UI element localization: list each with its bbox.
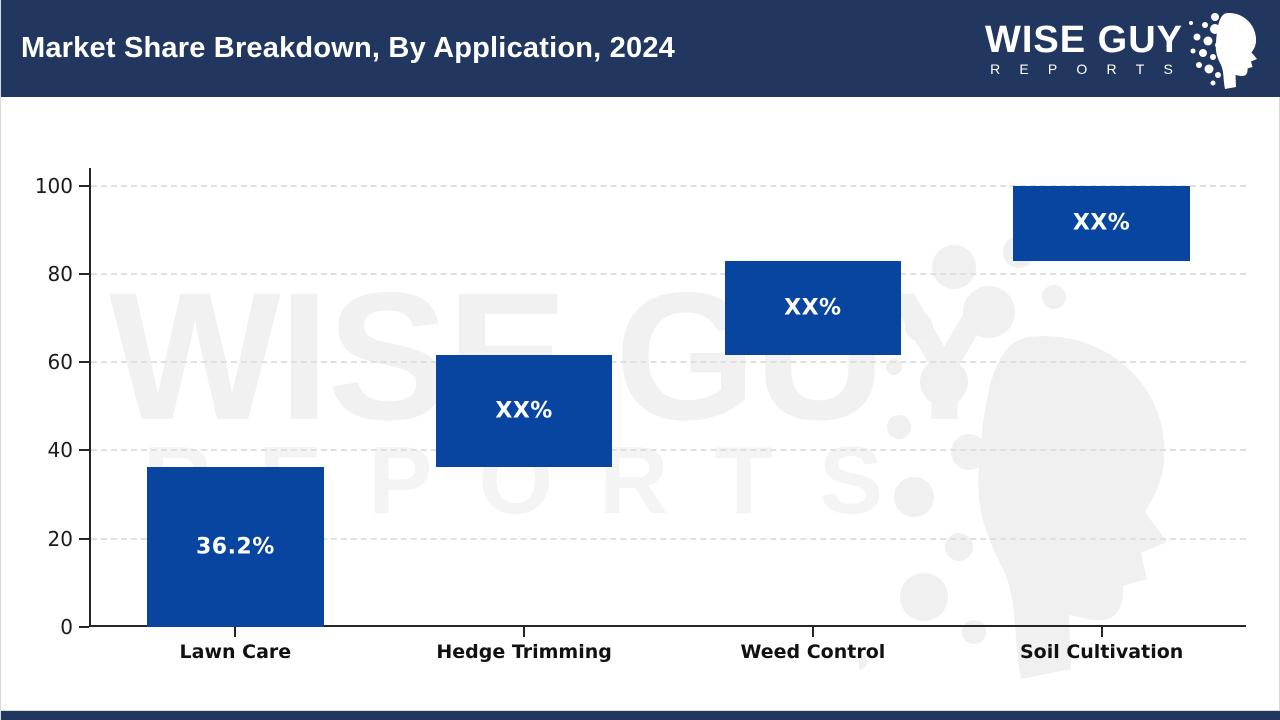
y-tick-label-40: 40 xyxy=(47,438,73,463)
y-tick-mark-0 xyxy=(79,626,89,628)
footer-bar xyxy=(1,711,1280,720)
bar-soil-cultivation: XX% xyxy=(1013,185,1190,261)
bar-value-label-lawn-care: 36.2% xyxy=(195,534,275,560)
x-tick-mark-weed-control xyxy=(811,627,814,637)
y-tick-mark-60 xyxy=(79,361,89,364)
gridline-40 xyxy=(91,449,1246,452)
y-tick-label-80: 80 xyxy=(47,261,73,286)
logo-subtext: R E P O R T S xyxy=(990,61,1182,77)
bottom-border xyxy=(1,710,1280,711)
y-tick-label-20: 20 xyxy=(47,526,73,551)
bar-hedge-trimming: XX% xyxy=(435,355,613,468)
brand-logo-text: WISE GUY R E P O R T S xyxy=(985,21,1183,76)
gridline-100 xyxy=(91,184,1246,187)
category-label-lawn-care: Lawn Care xyxy=(179,641,292,663)
gridline-80 xyxy=(91,272,1246,275)
gridline-60 xyxy=(91,361,1246,364)
category-label-hedge-trimming: Hedge Trimming xyxy=(436,641,612,663)
y-tick-mark-80 xyxy=(79,272,89,275)
bar-value-label-soil-cultivation: XX% xyxy=(1072,210,1131,236)
bar-lawn-care: 36.2% xyxy=(147,467,324,627)
y-tick-label-60: 60 xyxy=(47,350,73,375)
bar-value-label-weed-control: XX% xyxy=(784,295,842,321)
x-tick-mark-lawn-care xyxy=(234,627,237,637)
plot-area: 0 20 40 60 80 100 36.2% Lawn Care XX% Hedge Trimm… xyxy=(35,168,1246,663)
y-tick-mark-100 xyxy=(79,184,89,187)
x-tick-mark-soil-cultivation xyxy=(1100,627,1103,637)
y-tick-mark-40 xyxy=(79,449,89,452)
category-label-soil-cultivation: Soil Cultivation xyxy=(1019,641,1184,663)
category-label-weed-control: Weed Control xyxy=(740,641,886,663)
brand-logo: WISE GUY R E P O R T S xyxy=(985,7,1263,91)
header: Market Share Breakdown, By Application, … xyxy=(1,0,1280,97)
gridline-20 xyxy=(91,537,1246,540)
bar-value-label-hedge-trimming: XX% xyxy=(495,398,553,424)
x-tick-mark-hedge-trimming xyxy=(523,627,526,637)
y-tick-label-100: 100 xyxy=(34,173,73,198)
logo-head-icon xyxy=(1189,12,1257,89)
y-tick-mark-20 xyxy=(79,537,89,540)
page-title: Market Share Breakdown, By Application, … xyxy=(21,32,675,64)
logo-wordmark: WISE GUY xyxy=(984,19,1183,61)
bar-weed-control: XX% xyxy=(724,260,902,356)
y-tick-label-0: 0 xyxy=(60,615,73,639)
